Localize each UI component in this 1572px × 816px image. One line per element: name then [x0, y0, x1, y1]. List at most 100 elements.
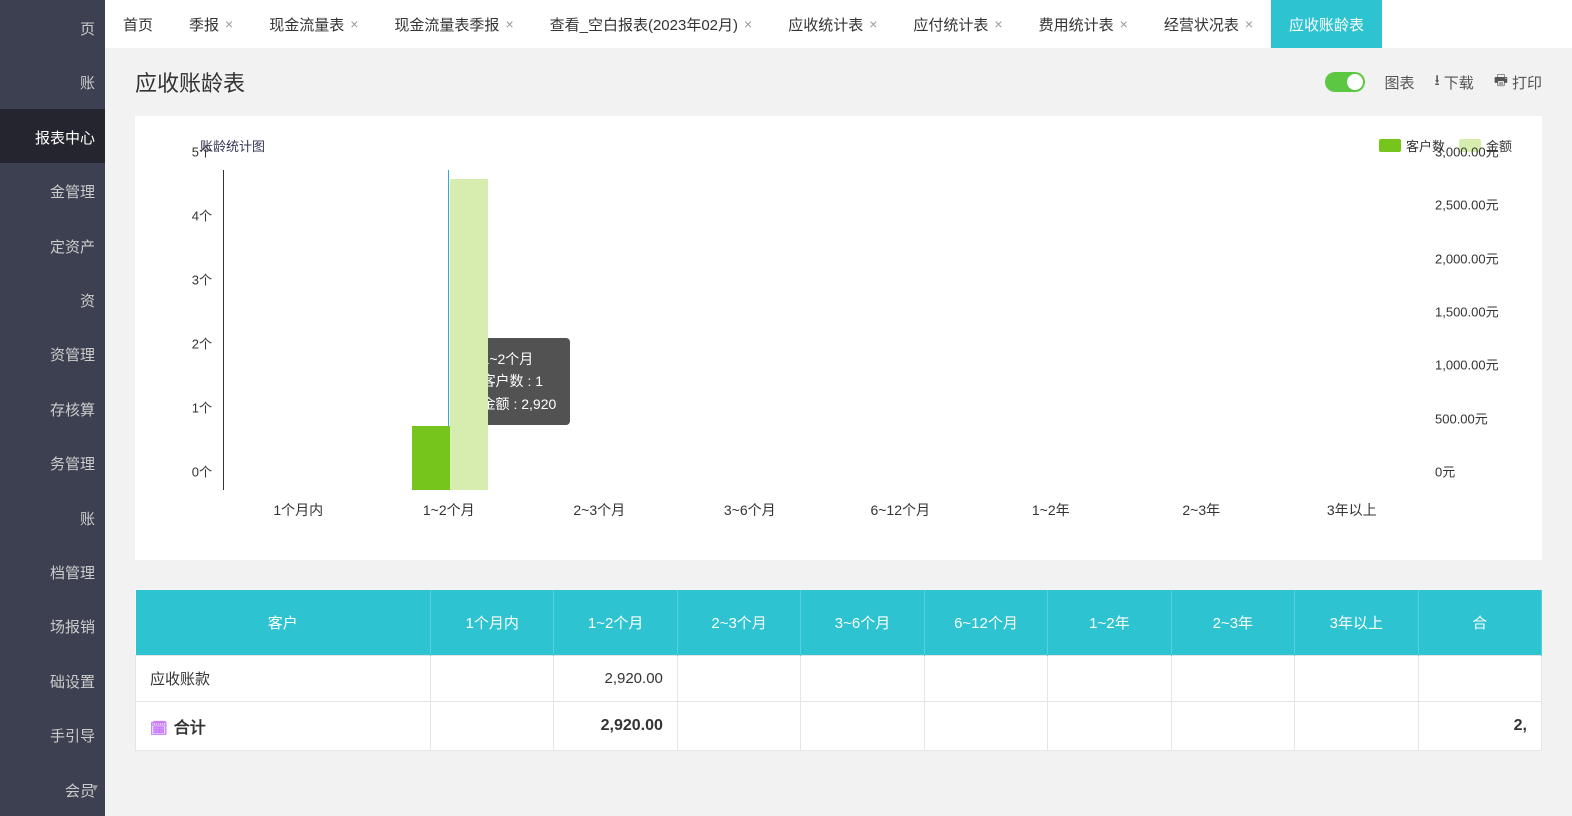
- x-label: 1~2个月: [374, 500, 525, 520]
- y-tick-right: 1,500.00元: [1435, 302, 1499, 321]
- page-title: 应收账龄表: [135, 66, 1325, 98]
- sidebar: 页账报表中心金管理定资产资资管理存核算务管理账档管理场报销础设置手引导会员: [0, 0, 105, 816]
- tab[interactable]: 应收账龄表: [1271, 0, 1382, 48]
- close-icon[interactable]: ×: [225, 16, 233, 32]
- table-header: 1个月内: [431, 590, 554, 656]
- tab-label: 查看_空白报表(2023年02月): [550, 14, 738, 35]
- table-cell: [677, 656, 800, 702]
- close-icon[interactable]: ×: [1120, 16, 1128, 32]
- bar-amount[interactable]: [450, 179, 488, 490]
- tab[interactable]: 现金流量表季报 ×: [376, 0, 531, 48]
- x-label: 1~2年: [976, 500, 1127, 520]
- bar-customers[interactable]: [412, 426, 450, 490]
- x-label: 6~12个月: [825, 500, 976, 520]
- tab-label: 现金流量表: [269, 14, 344, 35]
- x-label: 3年以上: [1277, 500, 1428, 520]
- download-icon: ⭳: [1435, 70, 1440, 95]
- tab[interactable]: 现金流量表 ×: [251, 0, 376, 48]
- sidebar-item[interactable]: 报表中心: [0, 109, 105, 163]
- tab-label: 应收统计表: [788, 14, 863, 35]
- sidebar-item[interactable]: 档管理: [0, 544, 105, 598]
- download-label: 下载: [1444, 72, 1474, 93]
- sidebar-item[interactable]: 场报销: [0, 598, 105, 652]
- tab[interactable]: 应付统计表 ×: [895, 0, 1020, 48]
- tooltip-line1: 客户数 : 1: [482, 370, 557, 392]
- tab[interactable]: 季报 ×: [171, 0, 251, 48]
- download-button[interactable]: ⭳ 下载: [1435, 70, 1474, 95]
- sidebar-item[interactable]: 础设置: [0, 653, 105, 707]
- sidebar-item[interactable]: 务管理: [0, 435, 105, 489]
- sidebar-item[interactable]: 页: [0, 0, 105, 54]
- total-label: 🗓合计: [136, 702, 431, 751]
- x-label: 2~3个月: [524, 500, 675, 520]
- table-cell: 2,920.00: [554, 656, 677, 702]
- tab[interactable]: 应收统计表 ×: [770, 0, 895, 48]
- chart-toggle[interactable]: [1325, 72, 1365, 92]
- sidebar-item[interactable]: 存核算: [0, 381, 105, 435]
- close-icon[interactable]: ×: [869, 16, 877, 32]
- y-tick-left: 3个: [192, 270, 212, 289]
- table-cell: [801, 656, 924, 702]
- table-cell: [1048, 702, 1171, 751]
- chart-card: 账龄统计图 客户数金额 0个1个2个3个4个5个 1~2个月 客户数 : 1 金…: [135, 116, 1542, 560]
- legend-swatch: [1379, 139, 1401, 152]
- table-cell: [1171, 702, 1294, 751]
- table-cell: [1171, 656, 1294, 702]
- print-label: 打印: [1512, 72, 1542, 93]
- tooltip-category: 1~2个月: [482, 348, 557, 370]
- tab-label: 季报: [189, 14, 219, 35]
- tab[interactable]: 经营状况表 ×: [1146, 0, 1271, 48]
- y-tick-left: 4个: [192, 206, 212, 225]
- table-header: 2~3年: [1171, 590, 1294, 656]
- table-header: 客户: [136, 590, 431, 656]
- sidebar-item[interactable]: 金管理: [0, 163, 105, 217]
- print-icon: 🖶: [1494, 70, 1508, 95]
- close-icon[interactable]: ×: [505, 16, 513, 32]
- tab-bar: 首页季报×现金流量表×现金流量表季报×查看_空白报表(2023年02月)×应收统…: [105, 0, 1572, 48]
- sidebar-item[interactable]: 手引导: [0, 707, 105, 761]
- y-tick-right: 0元: [1435, 462, 1455, 481]
- tab-label: 经营状况表: [1164, 14, 1239, 35]
- tooltip-line2: 金额 : 2,920: [482, 393, 557, 415]
- tab[interactable]: 费用统计表 ×: [1021, 0, 1146, 48]
- sidebar-item[interactable]: 资管理: [0, 326, 105, 380]
- x-label: 3~6个月: [675, 500, 826, 520]
- tab-label: 首页: [123, 14, 153, 35]
- table-row[interactable]: 应收账款2,920.00: [136, 656, 1542, 702]
- table-cell: [431, 656, 554, 702]
- table-cell: 2,: [1418, 702, 1542, 751]
- table-cell: [924, 702, 1047, 751]
- close-icon[interactable]: ×: [1245, 16, 1253, 32]
- tab-label: 应付统计表: [913, 14, 988, 35]
- tab[interactable]: 查看_空白报表(2023年02月) ×: [532, 0, 771, 48]
- table-cell: [431, 702, 554, 751]
- y-tick-right: 3,000.00元: [1435, 142, 1499, 161]
- close-icon[interactable]: ×: [744, 16, 752, 32]
- sidebar-item[interactable]: 定资产: [0, 218, 105, 272]
- close-icon[interactable]: ×: [994, 16, 1002, 32]
- table-cell: [924, 656, 1047, 702]
- table-header: 1~2个月: [554, 590, 677, 656]
- table-cell: [1418, 656, 1542, 702]
- tab-label: 费用统计表: [1039, 14, 1114, 35]
- sidebar-scroll-indicator: ▼: [90, 783, 100, 794]
- sidebar-item[interactable]: 账: [0, 54, 105, 108]
- print-button[interactable]: 🖶 打印: [1494, 70, 1542, 95]
- y-tick-right: 500.00元: [1435, 408, 1488, 427]
- tab-label: 现金流量表季报: [394, 14, 499, 35]
- tab[interactable]: 首页: [105, 0, 171, 48]
- y-tick-left: 0个: [192, 462, 212, 481]
- tab-label: 应收账龄表: [1289, 14, 1364, 35]
- close-icon[interactable]: ×: [350, 16, 358, 32]
- table-header: 2~3个月: [677, 590, 800, 656]
- chart-area: 0个1个2个3个4个5个 1~2个月 客户数 : 1 金额 : 2,920 0元…: [165, 170, 1512, 540]
- table-header: 1~2年: [1048, 590, 1171, 656]
- sidebar-item[interactable]: 账: [0, 490, 105, 544]
- sidebar-item[interactable]: 资: [0, 272, 105, 326]
- table-total-row: 🗓合计2,920.002,: [136, 702, 1542, 751]
- table-header: 合: [1418, 590, 1542, 656]
- table-header: 3年以上: [1295, 590, 1418, 656]
- x-label: 1个月内: [223, 500, 374, 520]
- table-header: 3~6个月: [801, 590, 924, 656]
- table-header: 6~12个月: [924, 590, 1047, 656]
